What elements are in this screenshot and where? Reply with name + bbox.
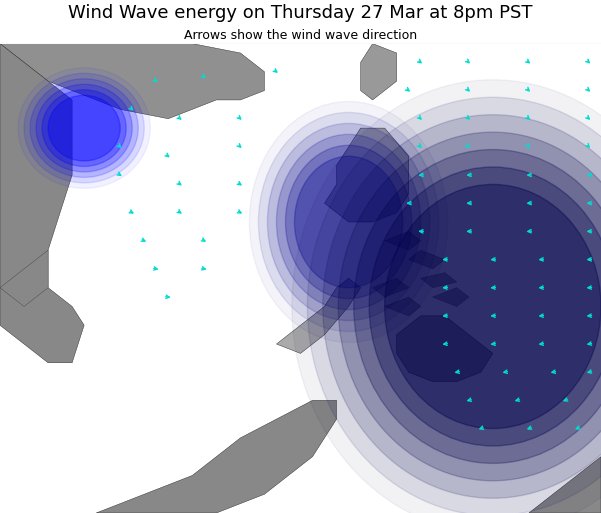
Polygon shape — [433, 288, 469, 306]
Ellipse shape — [294, 156, 403, 288]
Ellipse shape — [24, 73, 144, 183]
Polygon shape — [421, 273, 457, 288]
Polygon shape — [373, 278, 409, 297]
Polygon shape — [325, 128, 409, 222]
Polygon shape — [409, 250, 445, 269]
Polygon shape — [0, 250, 48, 306]
Ellipse shape — [30, 79, 138, 177]
Ellipse shape — [338, 132, 601, 481]
Ellipse shape — [385, 185, 601, 428]
Ellipse shape — [18, 68, 150, 188]
Text: Arrows show the wind wave direction: Arrows show the wind wave direction — [184, 29, 417, 42]
Ellipse shape — [354, 150, 601, 463]
Ellipse shape — [323, 115, 601, 498]
Ellipse shape — [36, 84, 132, 172]
Ellipse shape — [307, 97, 601, 513]
Ellipse shape — [267, 124, 430, 321]
Ellipse shape — [276, 134, 421, 310]
Polygon shape — [0, 44, 264, 119]
Polygon shape — [397, 316, 493, 382]
Ellipse shape — [258, 112, 439, 331]
Ellipse shape — [292, 80, 601, 513]
Polygon shape — [385, 297, 421, 316]
Polygon shape — [529, 457, 601, 513]
Text: Wind Wave energy on Thursday 27 Mar at 8pm PST: Wind Wave energy on Thursday 27 Mar at 8… — [69, 4, 532, 22]
Polygon shape — [96, 400, 337, 513]
Ellipse shape — [285, 145, 412, 299]
Polygon shape — [0, 44, 84, 363]
Ellipse shape — [48, 95, 120, 161]
Ellipse shape — [42, 90, 126, 166]
Polygon shape — [361, 44, 397, 100]
Polygon shape — [385, 231, 421, 250]
Polygon shape — [276, 278, 361, 353]
Ellipse shape — [369, 167, 601, 446]
